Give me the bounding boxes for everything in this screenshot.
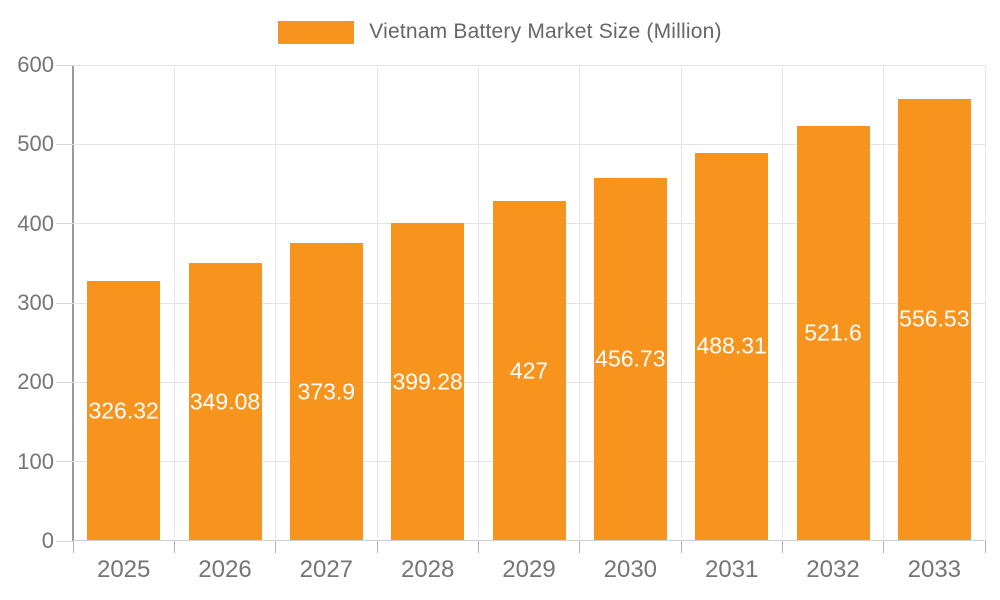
y-axis-label: 400	[17, 210, 54, 236]
bar-2025[interactable]: 326.32	[87, 281, 161, 540]
bar-value-label: 521.6	[804, 319, 862, 346]
y-axis-label: 600	[17, 52, 54, 77]
v-gridline	[781, 65, 783, 541]
y-axis-label: 100	[17, 448, 54, 474]
bar-2032[interactable]: 521.6	[796, 126, 870, 540]
bar-2029[interactable]: 427	[492, 201, 566, 540]
x-axis-tick	[883, 541, 885, 553]
y-axis-tick	[56, 302, 73, 304]
y-axis-label: 0	[41, 528, 54, 553]
bar-value-label: 399.28	[392, 368, 463, 395]
h-gridline	[73, 64, 985, 66]
bar-value-label: 427	[509, 357, 549, 384]
x-axis-line	[73, 540, 985, 541]
y-axis-tick	[56, 540, 73, 542]
x-axis-tick	[984, 541, 986, 553]
legend-item[interactable]: Vietnam Battery Market Size (Million)	[0, 18, 1000, 46]
x-axis-label: 2032	[806, 556, 860, 583]
y-axis-tick	[56, 143, 73, 145]
bar-value-label: 556.53	[899, 305, 970, 332]
y-axis-label: 200	[17, 369, 54, 395]
legend-label: Vietnam Battery Market Size (Million)	[369, 20, 722, 43]
bar-2030[interactable]: 456.73	[593, 177, 667, 540]
y-axis-tick	[56, 461, 73, 463]
x-axis-tick	[275, 541, 277, 553]
v-gridline	[680, 65, 682, 541]
h-gridline	[73, 143, 985, 145]
bar-2033[interactable]: 556.53	[897, 98, 971, 540]
x-axis-label: 2026	[198, 556, 252, 583]
legend-swatch	[278, 20, 355, 44]
bar-2031[interactable]: 488.31	[695, 152, 769, 540]
v-gridline	[173, 65, 175, 541]
v-gridline	[984, 65, 986, 541]
x-axis-tick	[477, 541, 479, 553]
x-axis-tick	[72, 541, 74, 553]
y-axis-label: 300	[17, 290, 54, 315]
y-axis-tick	[56, 64, 73, 66]
y-axis-label: 500	[17, 131, 54, 157]
x-axis-label: 2031	[704, 556, 759, 583]
y-axis-tick	[56, 223, 73, 225]
x-axis-label: 2027	[299, 556, 354, 583]
v-gridline	[275, 65, 277, 541]
x-axis-tick	[781, 541, 783, 553]
x-axis-tick	[376, 541, 378, 553]
x-axis-label: 2033	[907, 556, 962, 583]
x-axis-tick	[680, 541, 682, 553]
v-gridline	[883, 65, 885, 541]
v-gridline	[376, 65, 378, 541]
x-axis-tick	[579, 541, 581, 553]
x-axis-tick	[173, 541, 175, 553]
bar-value-label: 349.08	[189, 388, 261, 415]
bar-value-label: 488.31	[696, 332, 767, 359]
v-gridline	[477, 65, 479, 541]
bar-2026[interactable]: 349.08	[188, 263, 262, 540]
bar-2028[interactable]: 399.28	[391, 223, 465, 540]
x-axis-label: 2029	[502, 556, 556, 583]
x-axis-label: 2028	[400, 556, 455, 583]
x-axis-label: 2025	[96, 556, 151, 583]
plot-area: 0 100 200 300 400 500 600 326.32 2025 349.08 2026 3…	[17, 52, 986, 583]
bar-value-label: 373.9	[297, 378, 356, 405]
y-axis-tick	[56, 381, 73, 383]
v-gridline	[579, 65, 581, 541]
bar-value-label: 326.32	[88, 397, 159, 424]
x-axis-label: 2030	[603, 556, 658, 583]
bar-2027[interactable]: 373.9	[289, 243, 363, 540]
bar-value-label: 456.73	[595, 345, 666, 372]
